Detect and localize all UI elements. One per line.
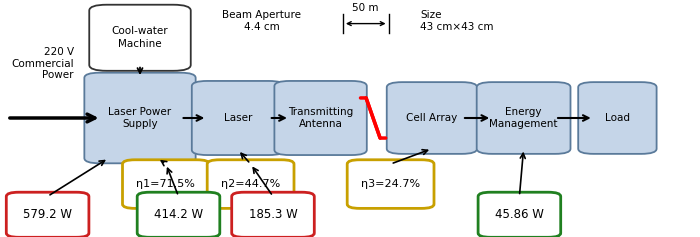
FancyBboxPatch shape <box>347 160 434 208</box>
Text: 45.86 W: 45.86 W <box>495 208 544 221</box>
FancyBboxPatch shape <box>192 81 284 155</box>
Text: 50 m: 50 m <box>353 3 379 13</box>
FancyBboxPatch shape <box>90 5 191 71</box>
FancyBboxPatch shape <box>207 160 294 208</box>
Text: Energy
Management: Energy Management <box>489 107 558 129</box>
Text: 185.3 W: 185.3 W <box>248 208 298 221</box>
FancyBboxPatch shape <box>578 82 657 154</box>
FancyBboxPatch shape <box>6 192 89 237</box>
Text: Size
43 cm×43 cm: Size 43 cm×43 cm <box>420 10 494 32</box>
Text: Laser Power
Supply: Laser Power Supply <box>108 107 172 129</box>
Text: η3=24.7%: η3=24.7% <box>361 179 420 189</box>
FancyBboxPatch shape <box>122 160 209 208</box>
Text: 414.2 W: 414.2 W <box>154 208 203 221</box>
Text: η2=44.7%: η2=44.7% <box>221 179 280 189</box>
Text: Transmitting
Antenna: Transmitting Antenna <box>288 107 354 129</box>
FancyBboxPatch shape <box>477 82 570 154</box>
Text: Load: Load <box>605 113 630 123</box>
Text: η1=71.5%: η1=71.5% <box>136 179 195 189</box>
Text: Cell Array: Cell Array <box>406 113 458 123</box>
Text: Cool-water
Machine: Cool-water Machine <box>112 26 168 49</box>
Text: Laser: Laser <box>224 113 252 123</box>
FancyBboxPatch shape <box>386 82 477 154</box>
Text: 220 V
Commercial
Power: 220 V Commercial Power <box>11 47 74 80</box>
FancyBboxPatch shape <box>85 73 196 163</box>
FancyBboxPatch shape <box>478 192 561 237</box>
FancyBboxPatch shape <box>274 81 367 155</box>
FancyBboxPatch shape <box>232 192 314 237</box>
Text: 579.2 W: 579.2 W <box>23 208 72 221</box>
Text: Beam Aperture
4.4 cm: Beam Aperture 4.4 cm <box>222 10 301 32</box>
FancyBboxPatch shape <box>137 192 220 237</box>
